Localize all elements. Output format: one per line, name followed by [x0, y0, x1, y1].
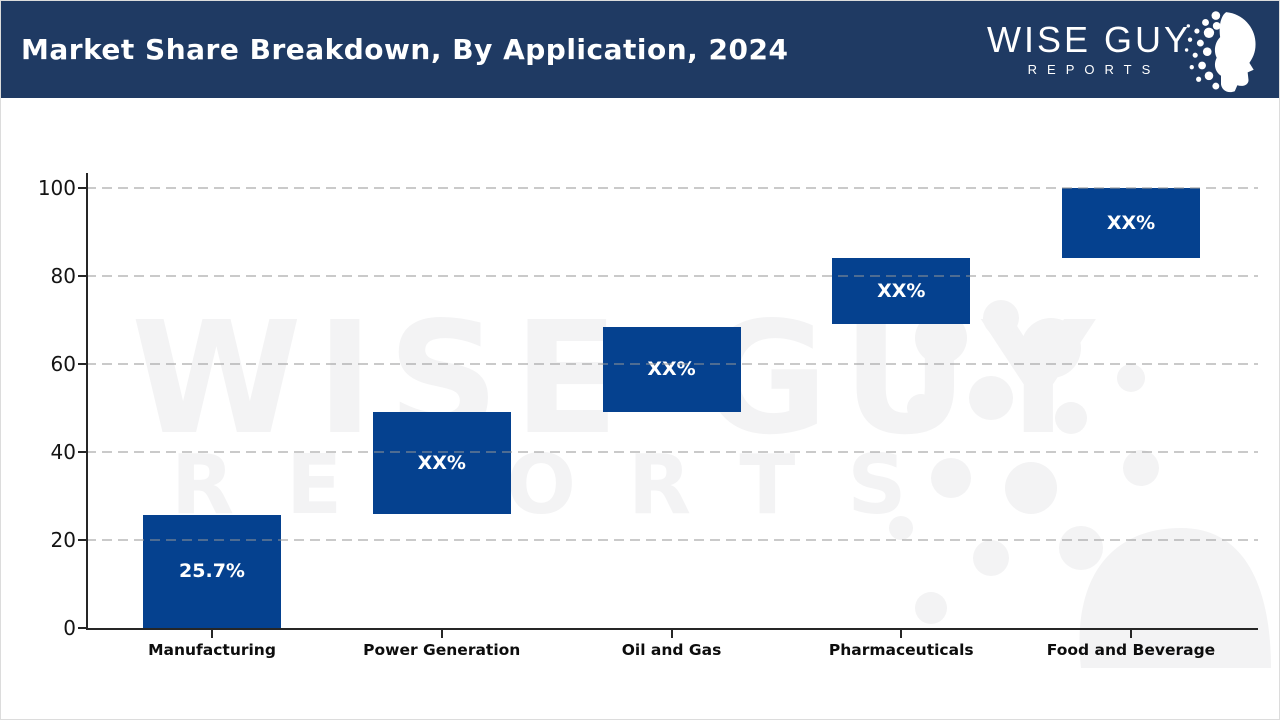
x-category-label: Power Generation [363, 641, 521, 659]
bar-value-label: XX% [877, 280, 926, 303]
gridline-40 [86, 451, 1258, 453]
x-tick-mark [440, 630, 443, 638]
y-tick-mark [78, 275, 86, 277]
bar-oil-and-gas: XX% [602, 326, 741, 413]
x-tick-mark [670, 630, 673, 638]
x-category-label: Food and Beverage [1046, 641, 1216, 659]
x-axis-line [86, 628, 1258, 630]
bar-value-label: XX% [417, 451, 466, 474]
y-tick-label-20: 20 [50, 528, 76, 552]
y-tick-mark [78, 539, 86, 541]
bar-value-label: 25.7% [179, 560, 245, 583]
y-tick-mark [78, 451, 86, 453]
logo-subtitle: REPORTS [1027, 62, 1161, 77]
y-tick-label-60: 60 [50, 352, 76, 376]
y-tick-label-80: 80 [50, 264, 76, 288]
x-category-label: Manufacturing [148, 641, 276, 659]
header: Market Share Breakdown, By Application, … [1, 1, 1279, 98]
y-tick-label-40: 40 [50, 440, 76, 464]
gridline-80 [86, 275, 1258, 277]
x-tick-mark [211, 630, 213, 638]
bar-pharmaceuticals: XX% [832, 258, 971, 325]
bar-food-and-beverage: XX% [1062, 188, 1200, 259]
x-category-label: Pharmaceuticals [828, 641, 974, 659]
dotted-head-profile-icon [1184, 10, 1256, 92]
bar-power-generation: XX% [372, 412, 511, 514]
wiseguy-logo: WISE GUY REPORTS [987, 7, 1265, 93]
gridline-20 [86, 539, 1258, 541]
logo-wordmark: WISE GUY [986, 19, 1191, 60]
logo-text: WISE GUY REPORTS [986, 19, 1191, 78]
waterfall-chart: WISE GUY REPORTS 25.7% XX% XX% XX% XX% 0 20 40… [1, 98, 1279, 719]
x-category-label: Oil and Gas [621, 641, 722, 659]
y-tick-label-0: 0 [63, 616, 76, 640]
x-tick-mark [900, 630, 903, 638]
gridline-100 [86, 187, 1258, 189]
chart-title: Market Share Breakdown, By Application, … [21, 33, 789, 66]
bar-value-label: XX% [1106, 212, 1156, 235]
gridline-60 [86, 363, 1258, 365]
x-tick-mark [1130, 630, 1132, 638]
bar-value-label: XX% [647, 358, 696, 381]
y-tick-label-100: 100 [37, 176, 76, 200]
y-tick-mark [78, 363, 86, 365]
y-axis-line [86, 173, 88, 630]
bar-manufacturing: 25.7% [143, 514, 281, 628]
y-tick-mark [78, 187, 86, 189]
y-tick-mark [78, 627, 86, 629]
